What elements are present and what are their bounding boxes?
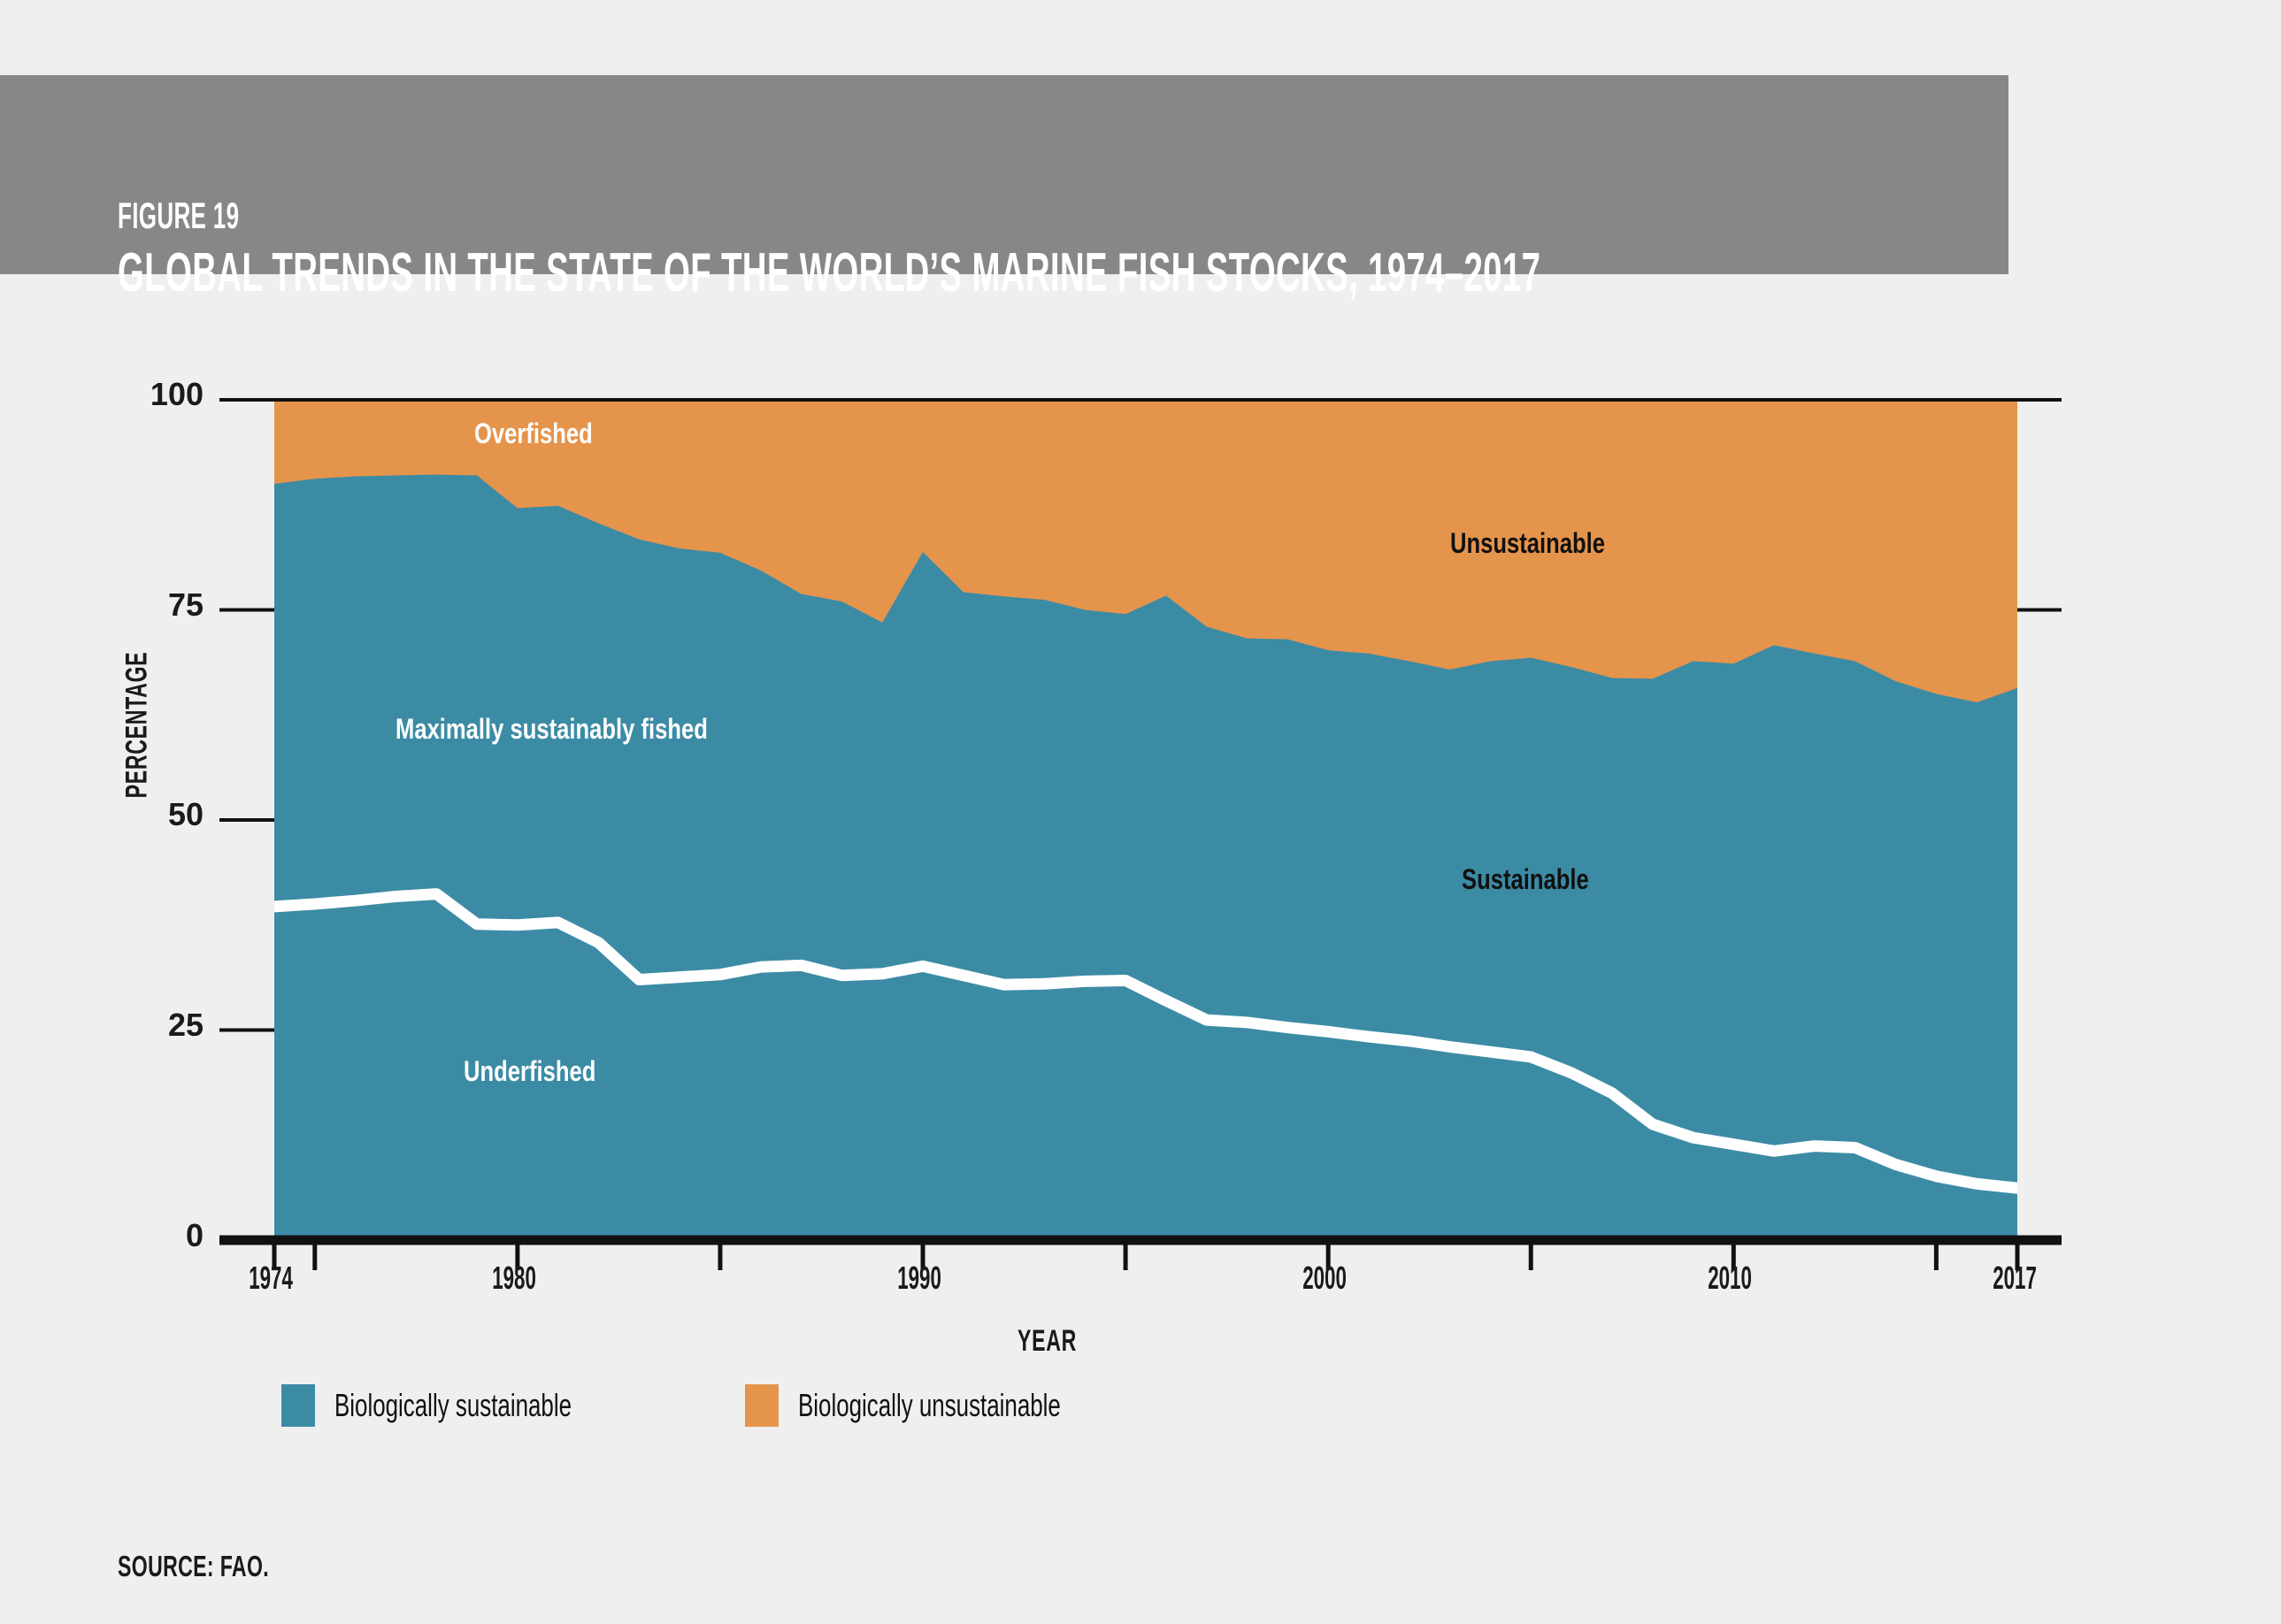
y-tick-label-0: 0	[185, 1217, 204, 1253]
figure-header-banner: FIGURE 19 GLOBAL TRENDS IN THE STATE OF …	[0, 75, 2008, 303]
y-tick-label-75: 75	[167, 586, 204, 623]
annotation-underfished: Underfished	[464, 1055, 596, 1087]
chart-legend: Biologically sustainable Biologically un…	[281, 1384, 1163, 1427]
x-tick-label-2010: 2010	[1708, 1260, 1752, 1296]
annotation-unsustainable: Unsustainable	[1450, 527, 1605, 559]
legend-item-unsustainable[interactable]: Biologically unsustainable	[745, 1384, 1163, 1427]
legend-item-sustainable[interactable]: Biologically sustainable	[281, 1384, 664, 1427]
stacked-area-group	[274, 400, 2017, 1240]
legend-label-sustainable: Biologically sustainable	[334, 1387, 572, 1423]
figure-title: GLOBAL TRENDS IN THE STATE OF THE WORLD’…	[118, 242, 1541, 303]
y-tick-label-25: 25	[167, 1007, 204, 1043]
legend-swatch-sustainable	[281, 1384, 315, 1427]
x-axis-title: YEAR	[1018, 1324, 1077, 1358]
underfished-boundary-line	[274, 888, 2017, 1194]
source-note: SOURCE: FAO.	[118, 1550, 270, 1582]
y-tick-label-100: 100	[150, 376, 204, 412]
annotation-maximally-sustainably-fished: Maximally sustainably fished	[396, 713, 708, 745]
legend-label-unsustainable: Biologically unsustainable	[798, 1387, 1062, 1423]
x-tick-label-2000: 2000	[1302, 1260, 1347, 1296]
y-axis-ticks	[219, 398, 274, 1032]
x-axis-ticks	[272, 1245, 2020, 1270]
y-axis-title: PERCENTAGE	[119, 651, 154, 799]
x-tick-label-1974: 1974	[249, 1260, 293, 1296]
legend-swatch-unsustainable	[745, 1384, 780, 1427]
y-tick-label-50: 50	[167, 796, 204, 832]
x-tick-label-1990: 1990	[897, 1260, 941, 1296]
annotation-sustainable: Sustainable	[1462, 863, 1589, 895]
figure-number: FIGURE 19	[118, 195, 240, 236]
x-tick-label-2017: 2017	[1993, 1260, 2037, 1296]
x-tick-label-1980: 1980	[492, 1260, 536, 1296]
annotation-overfished: Overfished	[474, 417, 593, 449]
area-sustainable	[274, 474, 2017, 1240]
